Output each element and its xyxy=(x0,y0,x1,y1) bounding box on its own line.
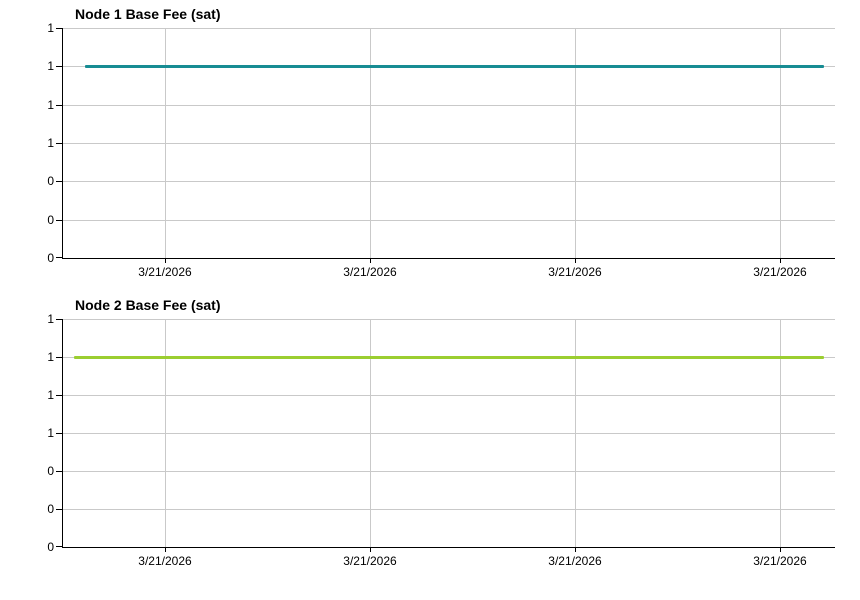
x-tick-mark xyxy=(780,258,781,263)
y-tick-mark xyxy=(56,357,62,358)
gridline-h xyxy=(63,181,835,183)
y-tick-label: 1 xyxy=(47,97,54,112)
y-tick-label: 1 xyxy=(47,59,54,74)
chart-node-2-base-fee: Node 2 Base Fee (sat) 3/21/2026 3/21/2026… xyxy=(0,291,860,600)
x-tick-label: 3/21/2026 xyxy=(138,265,192,279)
y-tick-mark xyxy=(56,509,62,510)
x-tick-label: 3/21/2026 xyxy=(548,265,602,279)
x-tick-mark xyxy=(165,258,166,263)
x-tick-mark xyxy=(575,547,576,552)
y-tick-label: 0 xyxy=(47,251,54,265)
y-tick-label: 1 xyxy=(47,136,54,150)
plot-area: 3/21/2026 3/21/2026 3/21/2026 3/21/2026 1 1 1 1… xyxy=(47,21,835,279)
gridline-h xyxy=(63,433,835,434)
gridline-h xyxy=(63,143,835,144)
x-tick-mark xyxy=(780,547,781,552)
x-tick-label: 3/21/2026 xyxy=(343,554,397,568)
chart-title: Node 2 Base Fee (sat) xyxy=(75,297,221,313)
y-tick-label: 1 xyxy=(47,426,54,440)
y-tick-label: 0 xyxy=(47,540,54,554)
y-tick-label: 1 xyxy=(47,350,54,364)
gridline-h xyxy=(63,219,835,221)
x-tick-mark xyxy=(370,258,371,263)
x-tick-mark xyxy=(370,547,371,552)
x-tick-mark xyxy=(575,258,576,263)
x-tick-label: 3/21/2026 xyxy=(753,554,807,568)
y-tick-mark xyxy=(56,257,62,258)
x-tick-label: 3/21/2026 xyxy=(138,554,192,568)
y-tick-mark xyxy=(56,219,62,221)
x-tick-label: 3/21/2026 xyxy=(548,554,602,568)
chart-title: Node 1 Base Fee (sat) xyxy=(75,6,221,22)
gridline-h xyxy=(63,319,835,320)
gridline-h xyxy=(63,509,835,510)
y-tick-mark xyxy=(56,181,62,183)
y-tick-label: 1 xyxy=(47,21,54,35)
y-tick-label: 1 xyxy=(47,388,54,402)
y-tick-label: 0 xyxy=(47,464,54,478)
y-tick-label: 0 xyxy=(47,212,54,227)
gridline-h xyxy=(63,28,835,29)
chart-node-1-base-fee: Node 1 Base Fee (sat) 3/21/2026 3/21/2026… xyxy=(0,0,860,290)
x-tick-mark xyxy=(165,547,166,552)
y-tick-mark xyxy=(56,104,62,106)
gridline-h xyxy=(63,471,835,472)
y-tick-mark xyxy=(56,28,62,29)
y-tick-label: 0 xyxy=(47,502,54,516)
x-tick-label: 3/21/2026 xyxy=(343,265,397,279)
y-tick-label: 1 xyxy=(47,312,54,326)
y-tick-mark xyxy=(56,395,62,396)
series-line xyxy=(85,65,824,69)
plot-area: 3/21/2026 3/21/2026 3/21/2026 3/21/2026 1 1 1 1… xyxy=(47,312,835,568)
y-tick-mark xyxy=(56,433,62,434)
y-tick-label: 0 xyxy=(47,174,54,189)
y-tick-mark xyxy=(56,143,62,144)
gridline-h xyxy=(63,104,835,106)
gridline-h xyxy=(63,395,835,396)
y-tick-mark xyxy=(56,66,62,68)
x-tick-label: 3/21/2026 xyxy=(753,265,807,279)
y-tick-mark xyxy=(56,546,62,547)
series-line xyxy=(74,356,824,359)
y-tick-mark xyxy=(56,471,62,472)
y-tick-mark xyxy=(56,319,62,320)
